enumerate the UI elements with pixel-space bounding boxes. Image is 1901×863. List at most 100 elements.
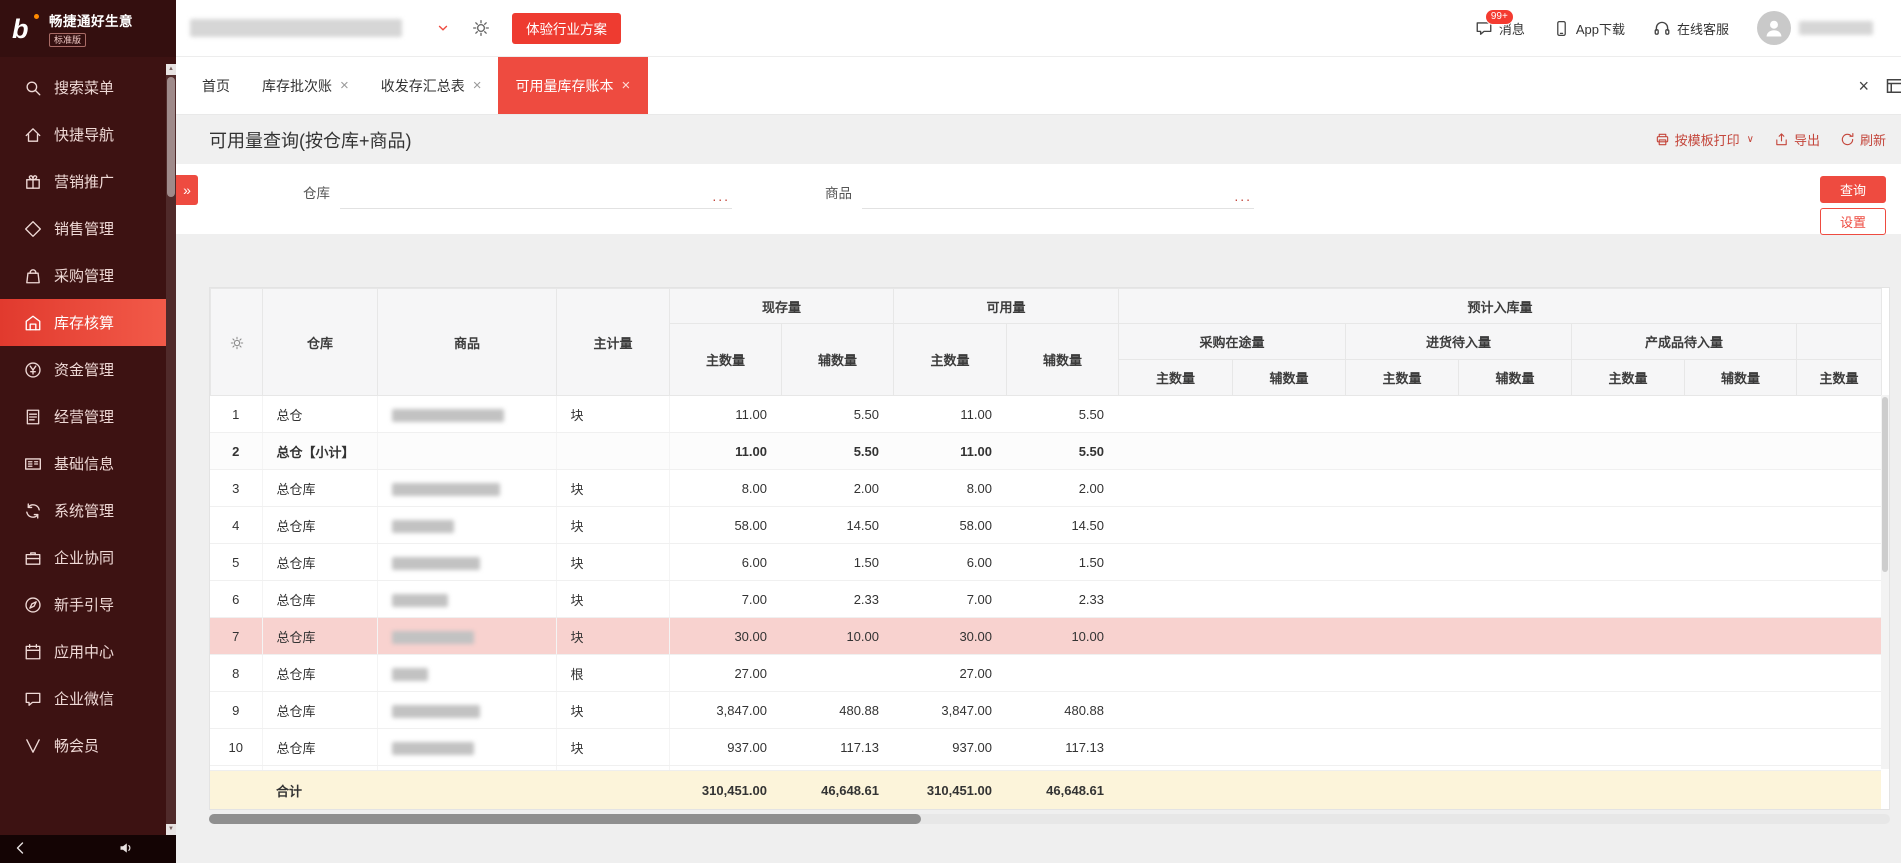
qty-cell: 27.00 [669, 654, 781, 692]
account-selector-blurred[interactable] [190, 19, 402, 37]
scroll-down-icon[interactable]: ▼ [166, 824, 176, 835]
tab-home[interactable]: 首页 [186, 57, 246, 114]
messages-button[interactable]: 99+ 消息 [1475, 9, 1525, 38]
sidebar-item-operations[interactable]: 经营管理 [0, 393, 166, 440]
qty-cell [1232, 617, 1345, 655]
table-row[interactable]: 3 总仓库块 8.00 2.00 8.00 2.00 [210, 469, 1881, 507]
sidebar-item-app-center[interactable]: 应用中心 [0, 628, 166, 675]
collapse-sidebar-icon[interactable] [12, 840, 30, 858]
print-by-template-button[interactable]: 按模板打印 ∨ [1655, 130, 1754, 149]
tab-close-icon[interactable]: × [340, 77, 349, 94]
sidebar-item-basic-info[interactable]: 基础信息 [0, 440, 166, 487]
qty-cell: 8.00 [669, 469, 781, 507]
qty-cell [1571, 617, 1684, 655]
qty-cell [1118, 617, 1232, 655]
table-row[interactable]: 8 总仓库根 27.00 27.00 [210, 654, 1881, 692]
settings-button[interactable]: 设置 [1820, 208, 1886, 235]
column-header-aux-qty: 辅数量 [780, 323, 895, 396]
app-download-button[interactable]: App下载 [1553, 19, 1625, 38]
announcement-icon[interactable] [118, 840, 136, 858]
qty-cell [781, 654, 893, 692]
sidebar-item-purchase[interactable]: 采购管理 [0, 252, 166, 299]
qty-cell: 11.00 [893, 432, 1006, 470]
sidebar-item-guide[interactable]: 新手引导 [0, 581, 166, 628]
qty-cell [1345, 728, 1458, 766]
sync-icon [24, 502, 42, 520]
vertical-scrollbar[interactable] [1881, 395, 1889, 769]
table-row[interactable]: 6 总仓库块 7.00 2.33 7.00 2.33 [210, 580, 1881, 618]
chat-icon [24, 690, 42, 708]
sidebar-item-wecom[interactable]: 企业微信 [0, 675, 166, 722]
sidebar-item-inventory-accounting[interactable]: 库存核算 [0, 299, 166, 346]
unit-cell: 块 [556, 728, 670, 766]
tab-inout-summary[interactable]: 收发存汇总表 × [365, 57, 498, 114]
qty-cell: 2.00 [1006, 469, 1118, 507]
horizontal-scrollbar[interactable] [209, 814, 1890, 824]
table-row[interactable]: 4 总仓库块 58.00 14.50 58.00 14.50 [210, 506, 1881, 544]
sidebar-scrollbar[interactable]: ▲ ▼ [166, 64, 176, 835]
trial-solution-button[interactable]: 体验行业方案 [512, 12, 621, 44]
qty-cell: 14.50 [1006, 506, 1118, 544]
settings-gear-icon[interactable] [472, 19, 490, 37]
qty-cell: 5.50 [781, 396, 893, 433]
query-button[interactable]: 查询 [1820, 176, 1886, 203]
product-input[interactable]: ... [862, 180, 1254, 209]
warehouse-cell: 总仓【小计】 [262, 432, 378, 470]
column-group-available-qty: 可用量 [893, 288, 1120, 324]
warehouse-input[interactable]: ... [340, 180, 732, 209]
unit-cell: 根 [556, 654, 670, 692]
sidebar-item-search-menu[interactable]: 搜索菜单 [0, 64, 166, 111]
sidebar-item-system[interactable]: 系统管理 [0, 487, 166, 534]
tab-close-icon[interactable]: × [621, 77, 631, 94]
account-caret-icon[interactable] [436, 21, 450, 35]
scroll-up-icon[interactable]: ▲ [166, 64, 176, 75]
sidebar-item-member[interactable]: 畅会员 [0, 722, 166, 769]
sidebar-item-label: 快捷导航 [54, 127, 115, 144]
table-row[interactable]: 9 总仓库块 3,847.00 480.88 3,847.00 480.88 [210, 691, 1881, 729]
table-row[interactable]: 10 总仓库块 937.00 117.13 937.00 117.13 [210, 728, 1881, 766]
tab-available-qty-ledger[interactable]: 可用量库存账本 × [497, 57, 649, 114]
qty-cell [1345, 654, 1458, 692]
user-menu[interactable] [1757, 11, 1873, 45]
close-page-icon[interactable]: × [1858, 75, 1869, 96]
refresh-button[interactable]: 刷新 [1840, 130, 1886, 149]
table-row[interactable]: 7 总仓库块 30.00 10.00 30.00 10.00 [210, 617, 1881, 655]
export-button[interactable]: 导出 [1774, 130, 1820, 149]
sidebar-item-marketing[interactable]: 营销推广 [0, 158, 166, 205]
table-row[interactable]: 2 总仓【小计】 11.00 5.50 11.00 5.50 [210, 432, 1881, 470]
online-support-button[interactable]: 在线客服 [1653, 19, 1729, 38]
qty-cell [1232, 432, 1345, 470]
sidebar-item-quick-nav[interactable]: 快捷导航 [0, 111, 166, 158]
column-group-expected-inbound: 预计入库量 [1118, 288, 1883, 324]
warehouse-picker-button[interactable]: ... [712, 188, 730, 204]
collapse-filter-button[interactable]: » [176, 175, 198, 205]
row-number-cell: 9 [210, 691, 263, 729]
diamond-icon [24, 220, 42, 238]
qty-cell [1684, 432, 1796, 470]
qty-cell [1684, 617, 1796, 655]
qty-cell [1232, 543, 1345, 581]
product-picker-button[interactable]: ... [1234, 188, 1252, 204]
tab-list-icon[interactable] [1885, 76, 1901, 96]
qty-cell [1571, 506, 1684, 544]
column-settings-gear-icon[interactable] [230, 336, 244, 350]
tab-inventory-batch-ledger[interactable]: 库存批次账 × [246, 57, 365, 114]
sidebar-item-collaboration[interactable]: 企业协同 [0, 534, 166, 581]
tab-close-icon[interactable]: × [472, 77, 482, 94]
row-number-cell: 6 [210, 580, 263, 618]
sidebar-item-funds[interactable]: 资金管理 [0, 346, 166, 393]
sidebar-item-sales[interactable]: 销售管理 [0, 205, 166, 252]
member-icon [24, 737, 42, 755]
gift-icon [24, 173, 42, 191]
qty-cell [1345, 469, 1458, 507]
sidebar-scrollbar-thumb[interactable] [167, 77, 175, 197]
table-row[interactable]: 1 总仓块 11.00 5.50 11.00 5.50 [210, 396, 1881, 433]
table-row[interactable]: 5 总仓库块 6.00 1.50 6.00 1.50 [210, 543, 1881, 581]
vertical-scrollbar-thumb[interactable] [1882, 397, 1888, 572]
qty-cell [1118, 765, 1232, 770]
qty-cell: 310,451.00 [669, 770, 781, 809]
horizontal-scrollbar-thumb[interactable] [209, 814, 921, 824]
qty-cell [1458, 469, 1571, 507]
